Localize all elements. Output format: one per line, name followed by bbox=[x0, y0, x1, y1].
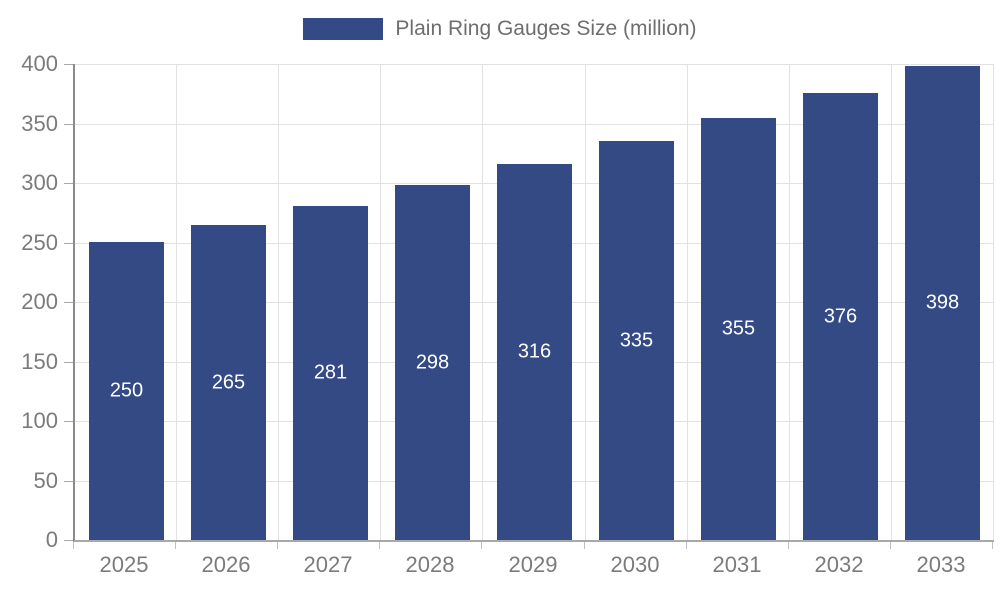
bar-value-label: 335 bbox=[619, 329, 654, 351]
bar-value-label: 376 bbox=[823, 305, 858, 327]
gridline-horizontal bbox=[75, 64, 994, 65]
gridline-vertical bbox=[278, 64, 279, 540]
bar[interactable]: 298 bbox=[395, 185, 470, 540]
bar[interactable]: 398 bbox=[905, 66, 980, 540]
bar-value-label: 398 bbox=[925, 291, 960, 314]
x-axis-tick-label: 2025 bbox=[99, 552, 149, 577]
y-axis-tick-label: 300 bbox=[21, 170, 58, 195]
gridline-vertical bbox=[585, 64, 586, 540]
bar[interactable]: 250 bbox=[89, 242, 164, 540]
y-axis-tick bbox=[64, 123, 73, 125]
x-axis-tick-label: 2030 bbox=[610, 552, 660, 577]
bar[interactable]: 265 bbox=[191, 225, 266, 540]
bar[interactable]: 376 bbox=[803, 93, 878, 540]
x-axis-tick bbox=[73, 542, 74, 549]
plot-area: 250 265 281 298 316 335 355 376 398 bbox=[73, 64, 994, 542]
y-axis-tick bbox=[64, 421, 73, 422]
gridline-vertical bbox=[176, 64, 177, 540]
y-axis-tick-label: 350 bbox=[21, 110, 58, 136]
bar-value-label: 281 bbox=[313, 361, 348, 384]
legend-swatch bbox=[303, 18, 384, 40]
y-axis-tick bbox=[64, 183, 73, 184]
bar-value-label: 250 bbox=[109, 379, 144, 402]
y-axis-tick-label: 200 bbox=[21, 289, 58, 314]
x-axis-tick-label: 2032 bbox=[814, 552, 864, 577]
y-axis-tick bbox=[64, 302, 73, 303]
x-axis-tick bbox=[992, 542, 993, 549]
gridline-vertical bbox=[380, 64, 381, 540]
y-axis-tick-label: 0 bbox=[45, 527, 58, 552]
bar-value-label: 316 bbox=[517, 340, 552, 363]
bar-value-label: 265 bbox=[211, 371, 246, 393]
x-axis-tick bbox=[788, 542, 789, 549]
bar-value-label: 298 bbox=[415, 351, 450, 373]
x-axis-tick-label: 2026 bbox=[201, 552, 251, 577]
bar[interactable]: 281 bbox=[293, 206, 368, 540]
bar[interactable]: 355 bbox=[701, 118, 776, 540]
legend-item[interactable]: Plain Ring Gauges Size (million) bbox=[0, 15, 1000, 43]
bar-value-label: 355 bbox=[721, 317, 756, 340]
gridline-vertical bbox=[482, 64, 483, 540]
x-axis-tick bbox=[379, 542, 380, 549]
gridline-vertical bbox=[687, 64, 688, 540]
bar[interactable]: 316 bbox=[497, 164, 572, 540]
y-axis-tick bbox=[64, 480, 73, 482]
y-axis-tick bbox=[64, 64, 73, 65]
gridline-horizontal bbox=[75, 123, 994, 125]
x-axis-tick bbox=[277, 542, 278, 549]
y-axis-tick-label: 150 bbox=[21, 348, 58, 374]
y-axis-tick bbox=[64, 540, 73, 541]
legend-label: Plain Ring Gauges Size (million) bbox=[395, 17, 697, 40]
gridline-vertical bbox=[891, 64, 892, 540]
x-axis-tick-label: 2033 bbox=[916, 552, 966, 577]
y-axis-tick-label: 100 bbox=[21, 408, 58, 433]
x-axis-tick bbox=[890, 542, 891, 549]
gridline-vertical bbox=[789, 64, 790, 540]
x-axis-tick bbox=[686, 542, 687, 549]
y-axis-tick bbox=[64, 242, 73, 244]
x-axis-tick bbox=[175, 542, 176, 549]
x-axis-tick-label: 2031 bbox=[712, 552, 762, 577]
y-axis-tick bbox=[64, 361, 73, 363]
gridline-vertical bbox=[993, 64, 994, 540]
y-axis-tick-label: 250 bbox=[21, 229, 58, 255]
x-axis-tick bbox=[481, 542, 482, 549]
y-axis-tick-label: 400 bbox=[21, 51, 58, 76]
x-axis-tick-label: 2027 bbox=[303, 552, 353, 577]
x-axis-tick bbox=[584, 542, 585, 549]
x-axis-tick-label: 2028 bbox=[405, 552, 455, 577]
x-axis-tick-label: 2029 bbox=[508, 552, 558, 577]
y-axis-tick-label: 50 bbox=[33, 467, 58, 493]
bar[interactable]: 335 bbox=[599, 141, 674, 540]
